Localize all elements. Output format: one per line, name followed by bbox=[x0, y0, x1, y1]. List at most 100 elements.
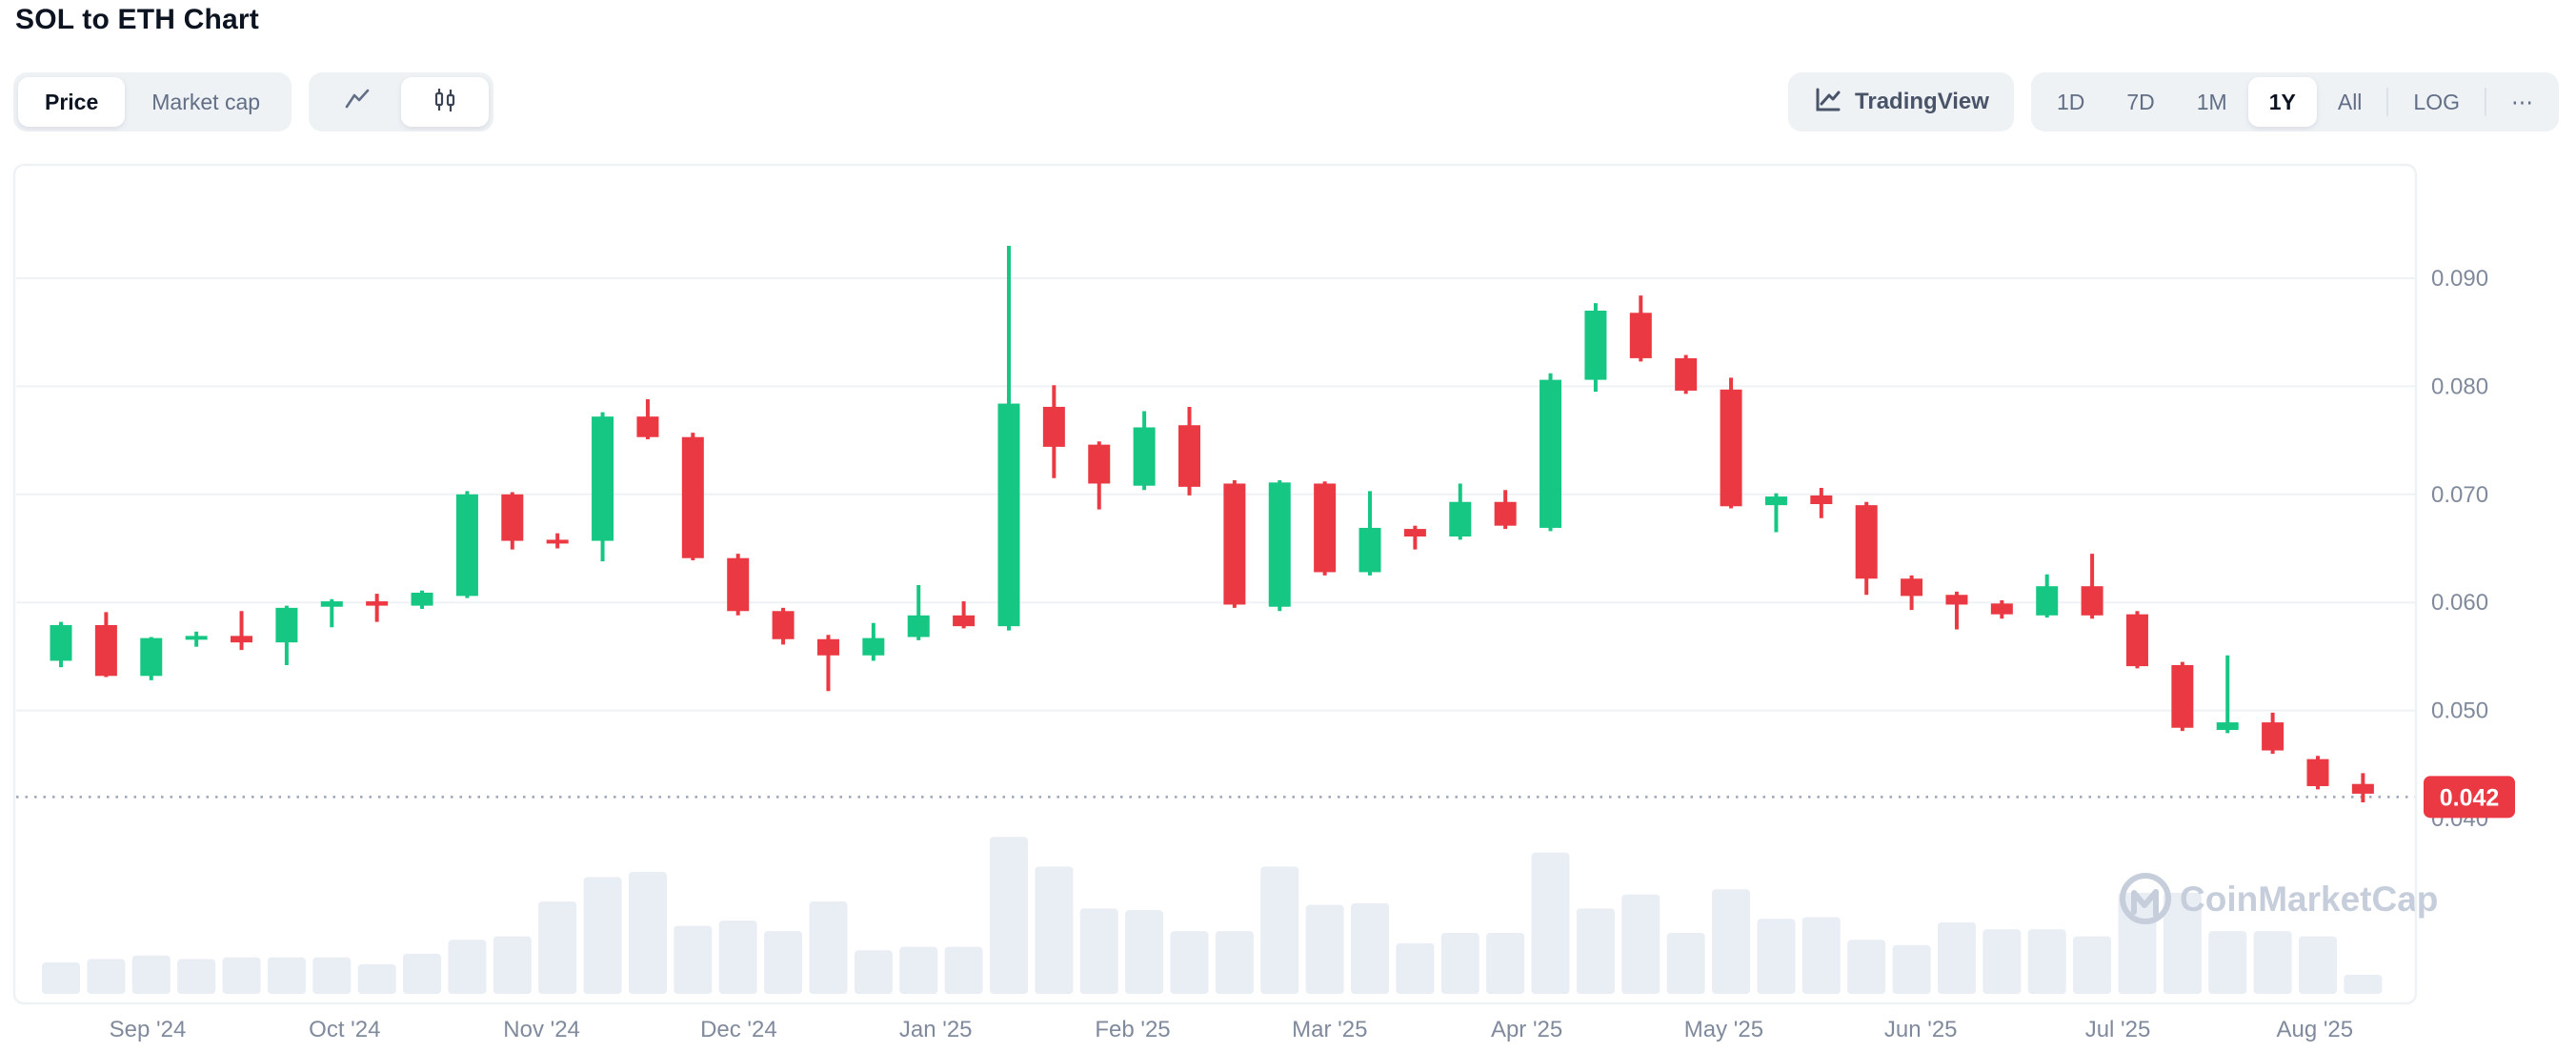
candle-week-19[interactable] bbox=[862, 622, 885, 661]
candle-week-51[interactable] bbox=[2306, 756, 2329, 790]
volume-bar bbox=[1351, 902, 1390, 994]
candle-week-33[interactable] bbox=[1494, 490, 1517, 530]
candle-week-17[interactable] bbox=[772, 607, 795, 645]
x-axis-label: Apr '25 bbox=[1491, 1017, 1562, 1042]
candle-week-30[interactable] bbox=[1358, 491, 1381, 576]
candle-week-39[interactable] bbox=[1764, 493, 1787, 533]
candle-week-41[interactable] bbox=[1855, 501, 1878, 596]
candle-week-27[interactable] bbox=[1223, 480, 1246, 608]
range-more-options[interactable]: ⋯ bbox=[2511, 89, 2533, 114]
range-tab-group: 1D 7D 1M 1Y All LOG ⋯ bbox=[2030, 72, 2559, 132]
y-axis-tick: 0.090 bbox=[2431, 266, 2488, 292]
candle-week-6[interactable] bbox=[275, 605, 298, 665]
volume-bar bbox=[809, 901, 848, 994]
candle-week-3[interactable] bbox=[140, 637, 163, 680]
range-all[interactable]: All bbox=[2337, 89, 2363, 114]
volume-bar bbox=[493, 936, 532, 994]
candle-week-42[interactable] bbox=[1901, 575, 1923, 611]
candle-week-36[interactable] bbox=[1629, 295, 1652, 362]
volume-bar bbox=[1531, 852, 1570, 994]
volume-bar bbox=[1982, 929, 2022, 994]
candle-week-46[interactable] bbox=[2081, 554, 2103, 619]
candle-week-40[interactable] bbox=[1810, 487, 1833, 518]
tab-price[interactable]: Price bbox=[18, 77, 126, 127]
tradingview-button[interactable]: TradingView bbox=[1788, 72, 2014, 132]
candle-week-26[interactable] bbox=[1178, 406, 1200, 496]
candle-week-43[interactable] bbox=[1945, 591, 1968, 630]
volume-bar bbox=[854, 950, 893, 994]
candle-week-10[interactable] bbox=[455, 491, 478, 598]
volume-bar bbox=[2027, 929, 2066, 994]
tab-market-cap[interactable]: Market cap bbox=[151, 89, 261, 114]
candle-week-50[interactable] bbox=[2262, 712, 2284, 754]
candle-week-20[interactable] bbox=[907, 585, 930, 640]
candle-week-34[interactable] bbox=[1540, 373, 1562, 532]
volume-bar bbox=[674, 925, 713, 994]
candle-week-4[interactable] bbox=[185, 631, 208, 647]
watermark-text: CoinMarketCap bbox=[2180, 880, 2438, 919]
volume-bar bbox=[1125, 910, 1164, 994]
candle-week-45[interactable] bbox=[2036, 574, 2059, 618]
x-axis-label: Feb '25 bbox=[1095, 1017, 1170, 1042]
candle-week-21[interactable] bbox=[953, 601, 976, 629]
candle-week-28[interactable] bbox=[1268, 480, 1291, 612]
volume-bar bbox=[1260, 866, 1299, 994]
volume-bar bbox=[2073, 936, 2112, 994]
candle-week-11[interactable] bbox=[501, 492, 524, 550]
x-axis-label: Oct '24 bbox=[309, 1017, 380, 1042]
candlestick-icon bbox=[431, 86, 459, 119]
range-1m[interactable]: 1M bbox=[2196, 89, 2227, 114]
candle-week-38[interactable] bbox=[1720, 377, 1742, 509]
candle-week-32[interactable] bbox=[1449, 483, 1472, 540]
candle-week-35[interactable] bbox=[1584, 303, 1607, 393]
candle-week-23[interactable] bbox=[1042, 385, 1065, 478]
candle-week-24[interactable] bbox=[1088, 441, 1111, 510]
range-7d[interactable]: 7D bbox=[2126, 89, 2155, 114]
candle-week-5[interactable] bbox=[231, 611, 253, 651]
y-axis-tick: 0.050 bbox=[2431, 698, 2488, 724]
candle-week-16[interactable] bbox=[727, 554, 750, 616]
candle-week-37[interactable] bbox=[1675, 354, 1698, 394]
volume-bar bbox=[448, 940, 487, 994]
candle-week-1[interactable] bbox=[50, 621, 72, 668]
candle-week-2[interactable] bbox=[94, 612, 117, 678]
candle-week-29[interactable] bbox=[1314, 481, 1337, 576]
range-log[interactable]: LOG bbox=[2413, 89, 2460, 114]
candle-week-22[interactable] bbox=[997, 245, 1020, 631]
volume-bar bbox=[1396, 942, 1435, 994]
candle-week-9[interactable] bbox=[411, 590, 433, 610]
volume-bar bbox=[1215, 931, 1254, 994]
volume-bar bbox=[1847, 940, 1886, 994]
candle-week-44[interactable] bbox=[1990, 599, 2013, 619]
candle-week-31[interactable] bbox=[1403, 525, 1426, 550]
candle-week-18[interactable] bbox=[816, 635, 839, 692]
candle-week-13[interactable] bbox=[592, 412, 614, 562]
candle-week-12[interactable] bbox=[546, 533, 569, 549]
candle-week-48[interactable] bbox=[2171, 661, 2194, 732]
candle-week-47[interactable] bbox=[2125, 611, 2148, 669]
candle-week-25[interactable] bbox=[1133, 411, 1156, 491]
range-1y[interactable]: 1Y bbox=[2247, 77, 2317, 127]
volume-bar bbox=[1440, 932, 1479, 994]
svg-text:0.042: 0.042 bbox=[2440, 784, 2500, 811]
candle-week-52[interactable] bbox=[2351, 773, 2374, 802]
volume-bar bbox=[1170, 931, 1209, 994]
volume-bar bbox=[1801, 917, 1841, 994]
x-axis-label: Sep '24 bbox=[110, 1017, 187, 1042]
x-axis-label: Dec '24 bbox=[700, 1017, 777, 1042]
candle-week-8[interactable] bbox=[366, 594, 389, 622]
candle-week-15[interactable] bbox=[681, 433, 704, 560]
chart-type-toggle bbox=[309, 72, 494, 132]
volume-bar bbox=[312, 957, 352, 994]
range-1d[interactable]: 1D bbox=[2056, 89, 2085, 114]
candle-week-14[interactable] bbox=[636, 399, 659, 439]
x-axis-label: Jun '25 bbox=[1884, 1017, 1958, 1042]
volume-bar bbox=[2253, 931, 2292, 994]
volume-bar bbox=[403, 953, 442, 994]
candle-week-7[interactable] bbox=[320, 598, 343, 628]
candlestick-toggle[interactable] bbox=[401, 77, 490, 127]
candle-week-49[interactable] bbox=[2216, 655, 2239, 734]
line-chart-toggle[interactable] bbox=[313, 77, 401, 127]
